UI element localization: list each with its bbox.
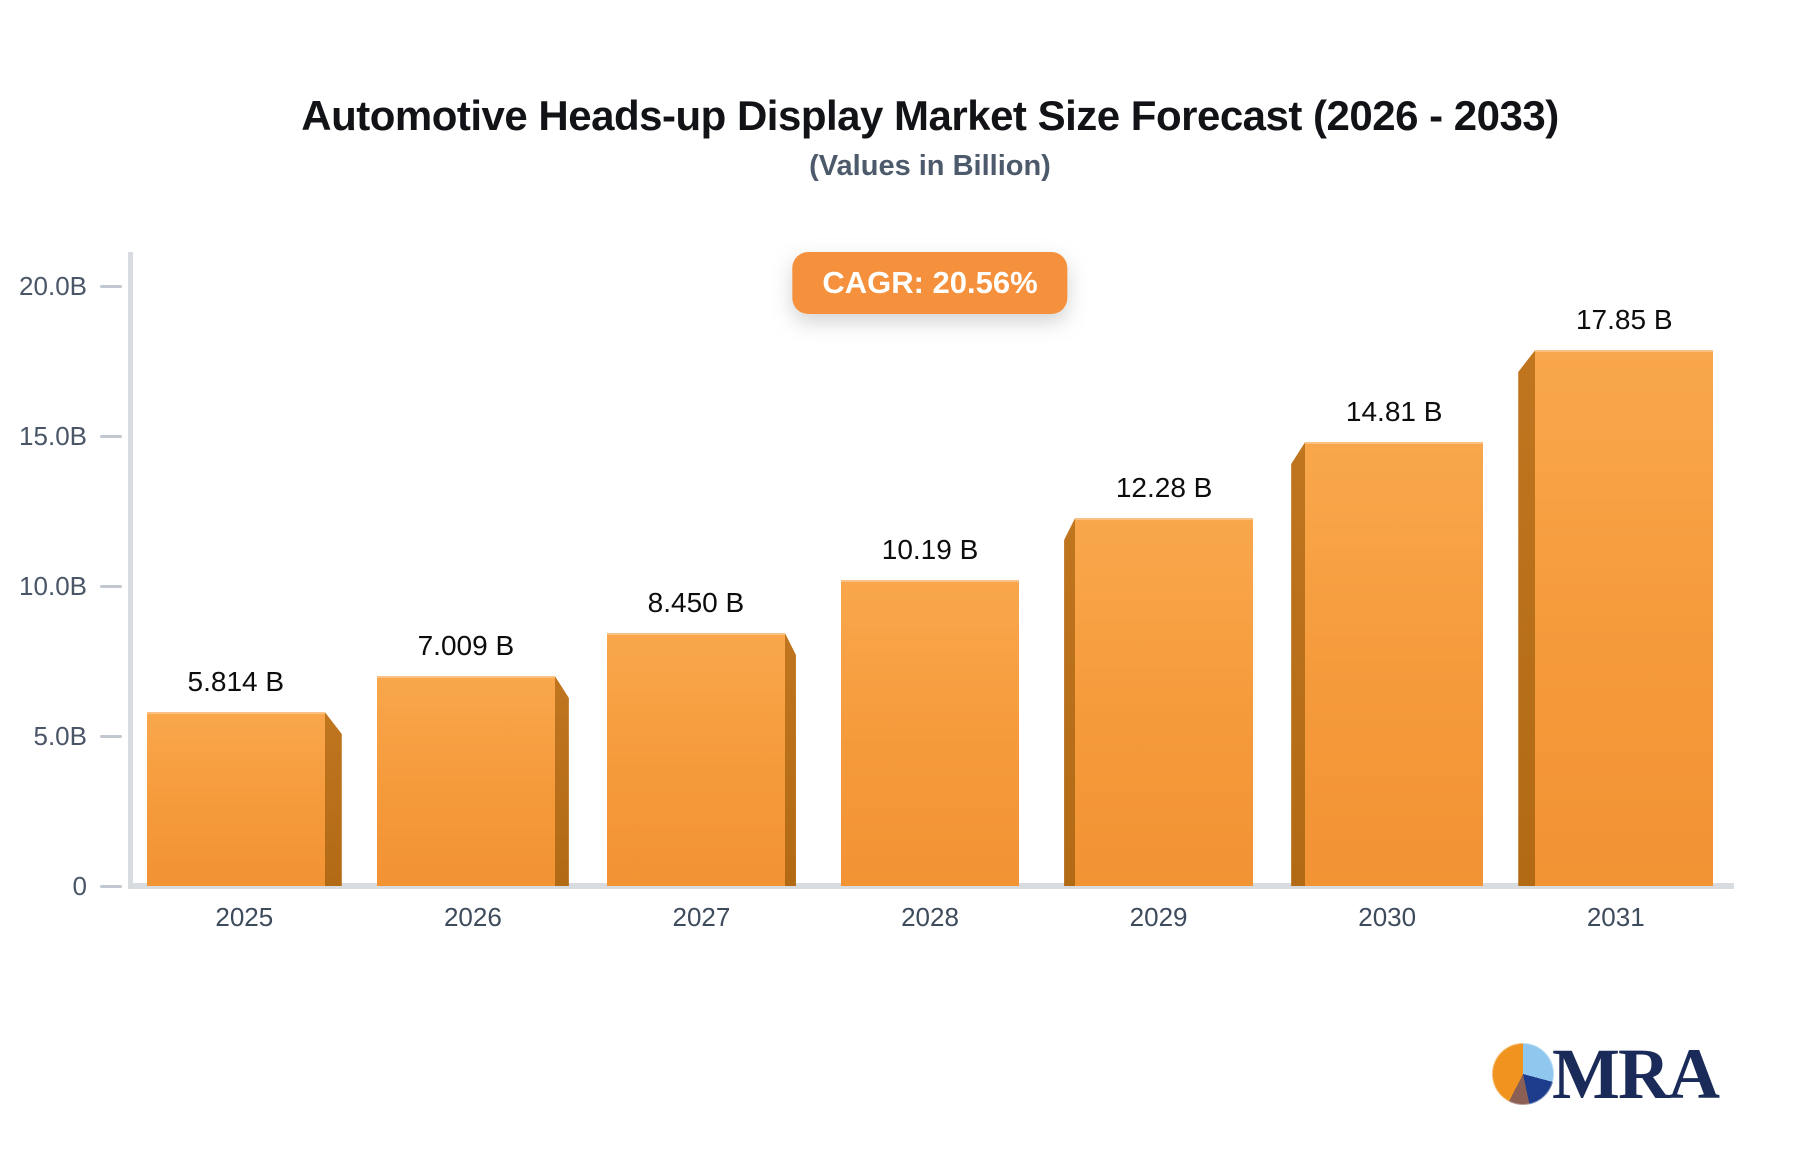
y-axis-line <box>128 252 133 886</box>
bar-value-label: 12.28 B <box>1115 472 1213 503</box>
chart-subtitle: (Values in Billion) <box>809 150 1051 182</box>
bar-slot: 5.814 B <box>130 286 359 886</box>
bar-value-label: 7.009 B <box>417 630 515 661</box>
bar-slot: 7.009 B <box>359 286 588 886</box>
x-axis-label-2030: 2030 <box>1358 902 1417 932</box>
y-tick-label: 15.0B <box>19 420 87 451</box>
mra-logo-text: MRA <box>1552 1034 1720 1114</box>
bar-2027: 8.450 B <box>606 587 796 886</box>
bar-value-label: 14.81 B <box>1345 396 1443 427</box>
bar-face <box>146 712 325 886</box>
y-tick-mark <box>100 734 122 738</box>
bar-3d-side <box>784 633 796 886</box>
bar-slot: 14.81 B <box>1273 286 1502 886</box>
bar-face <box>606 633 785 886</box>
bar-face <box>1535 350 1714 886</box>
y-tick-mark <box>100 434 122 438</box>
x-axis-baseline <box>128 883 1734 889</box>
x-axis-label-2029: 2029 <box>1129 902 1188 932</box>
bar-slot: 17.85 B <box>1501 286 1730 886</box>
y-tick-label: 10.0B <box>19 570 87 601</box>
bar-2025: 5.814 B <box>146 666 342 886</box>
bar-2026: 7.009 B <box>376 630 569 886</box>
x-axis-label-2025: 2025 <box>215 902 274 932</box>
bar-value-label: 5.814 B <box>187 666 285 697</box>
bar-face <box>1075 518 1254 886</box>
x-axis-label-2026: 2026 <box>443 902 502 932</box>
y-tick-label: 20.0B <box>19 270 87 301</box>
bar-3d-side <box>1064 518 1076 886</box>
plot-area: 5.814 B 7.009 B 8.450 B 10.19 B 12.28 B 14.81… <box>130 286 1730 886</box>
y-tick-mark <box>100 884 122 888</box>
y-tick-mark <box>100 284 122 288</box>
bar-value-label: 10.19 B <box>881 534 979 565</box>
y-tick-mark <box>100 584 122 588</box>
x-axis-label-2031: 2031 <box>1586 902 1645 932</box>
x-axis-label-2027: 2027 <box>672 902 731 932</box>
bar-slot: 8.450 B <box>587 286 816 886</box>
pie-chart-icon <box>1492 1043 1555 1105</box>
bar-3d-side <box>324 712 342 886</box>
bar-face <box>376 676 555 886</box>
bar-slot: 10.19 B <box>816 286 1045 886</box>
bar-3d-side <box>1291 442 1306 886</box>
bar-2029: 12.28 B <box>1064 472 1254 886</box>
bar-3d-side <box>1518 350 1536 886</box>
bar-2030: 14.81 B <box>1291 396 1484 886</box>
x-axis-labels: 2025 2026 2027 2028 2029 2030 2031 <box>130 902 1730 933</box>
cagr-badge: CAGR: 20.56% <box>792 252 1068 314</box>
y-axis: 20.0B 15.0B 10.0B 5.0B 0 <box>0 271 122 901</box>
y-tick-label: 5.0B <box>33 720 88 751</box>
bar-face <box>1305 442 1484 886</box>
bar-2031: 17.85 B <box>1518 304 1714 886</box>
chart-title: Automotive Heads-up Display Market Size … <box>301 92 1559 139</box>
bar-value-label: 17.85 B <box>1575 304 1673 335</box>
bar-3d-side <box>554 676 569 886</box>
bar-slot: 12.28 B <box>1044 286 1273 886</box>
bar-2028: 10.19 B <box>841 534 1020 886</box>
mra-logo: MRA <box>1492 1032 1720 1116</box>
y-tick-label: 0 <box>72 870 87 901</box>
x-axis-label-2028: 2028 <box>901 902 959 932</box>
bar-value-label: 8.450 B <box>647 587 745 618</box>
bar-face <box>841 580 1020 886</box>
